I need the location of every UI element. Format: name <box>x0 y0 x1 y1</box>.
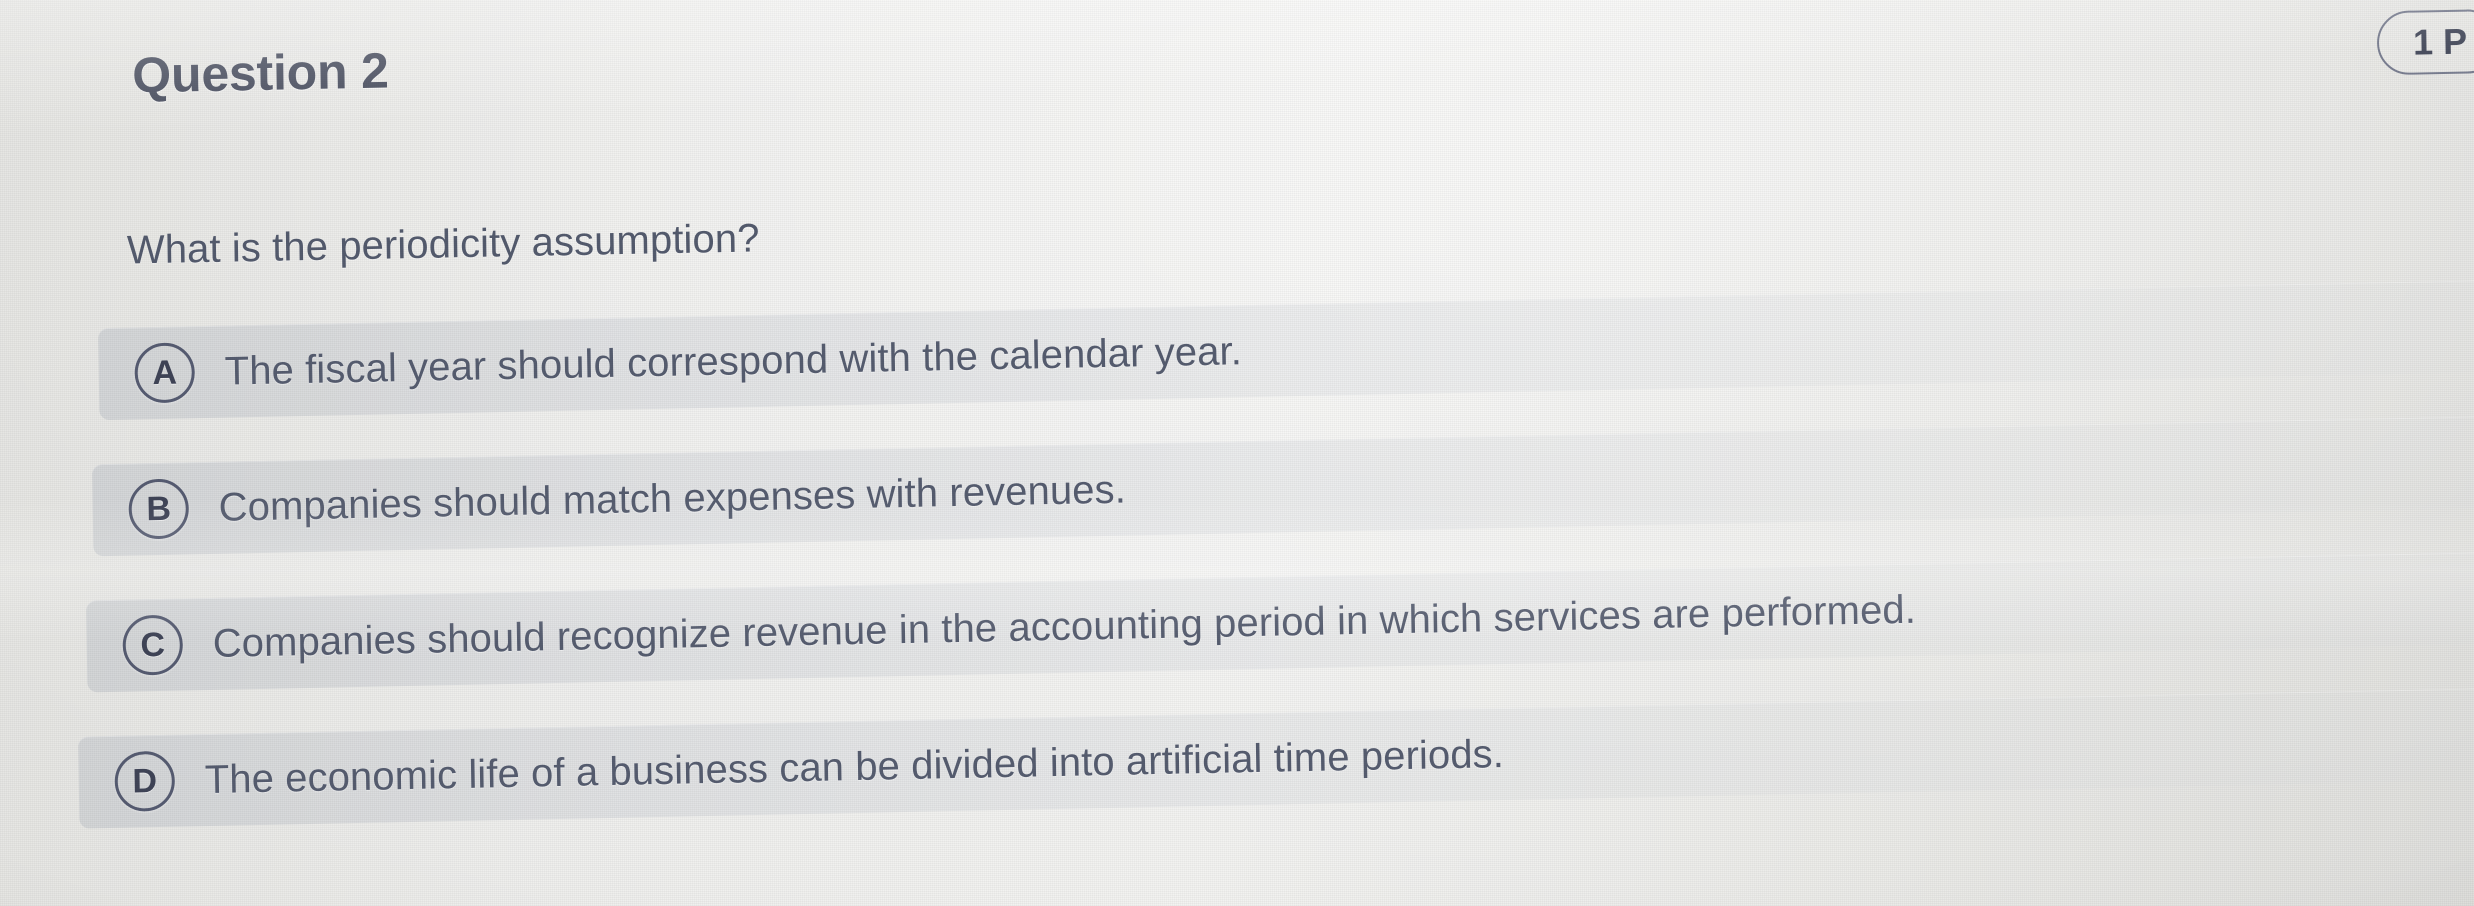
option-letter-badge-b: B <box>128 478 190 540</box>
question-prompt: What is the periodicity assumption? <box>126 216 760 273</box>
answer-option-c[interactable]: C Companies should recognize revenue in … <box>86 550 2474 693</box>
option-letter-badge-a: A <box>134 342 196 404</box>
option-text-c: Companies should recognize revenue in th… <box>212 587 1917 666</box>
answer-option-a[interactable]: A The fiscal year should correspond with… <box>98 278 2474 421</box>
option-text-b: Companies should match expenses with rev… <box>218 467 1127 530</box>
answer-option-d[interactable]: D The economic life of a business can be… <box>78 686 2474 829</box>
option-letter-badge-d: D <box>114 750 176 812</box>
page-title: Question 2 <box>131 42 390 104</box>
points-badge: 1 P <box>2376 8 2474 76</box>
answer-option-b[interactable]: B Companies should match expenses with r… <box>92 414 2474 557</box>
option-text-a: The fiscal year should correspond with t… <box>224 328 1243 394</box>
option-text-d: The economic life of a business can be d… <box>204 731 1505 802</box>
answer-options-list: A The fiscal year should correspond with… <box>0 278 2474 873</box>
option-letter-badge-c: C <box>122 614 184 676</box>
